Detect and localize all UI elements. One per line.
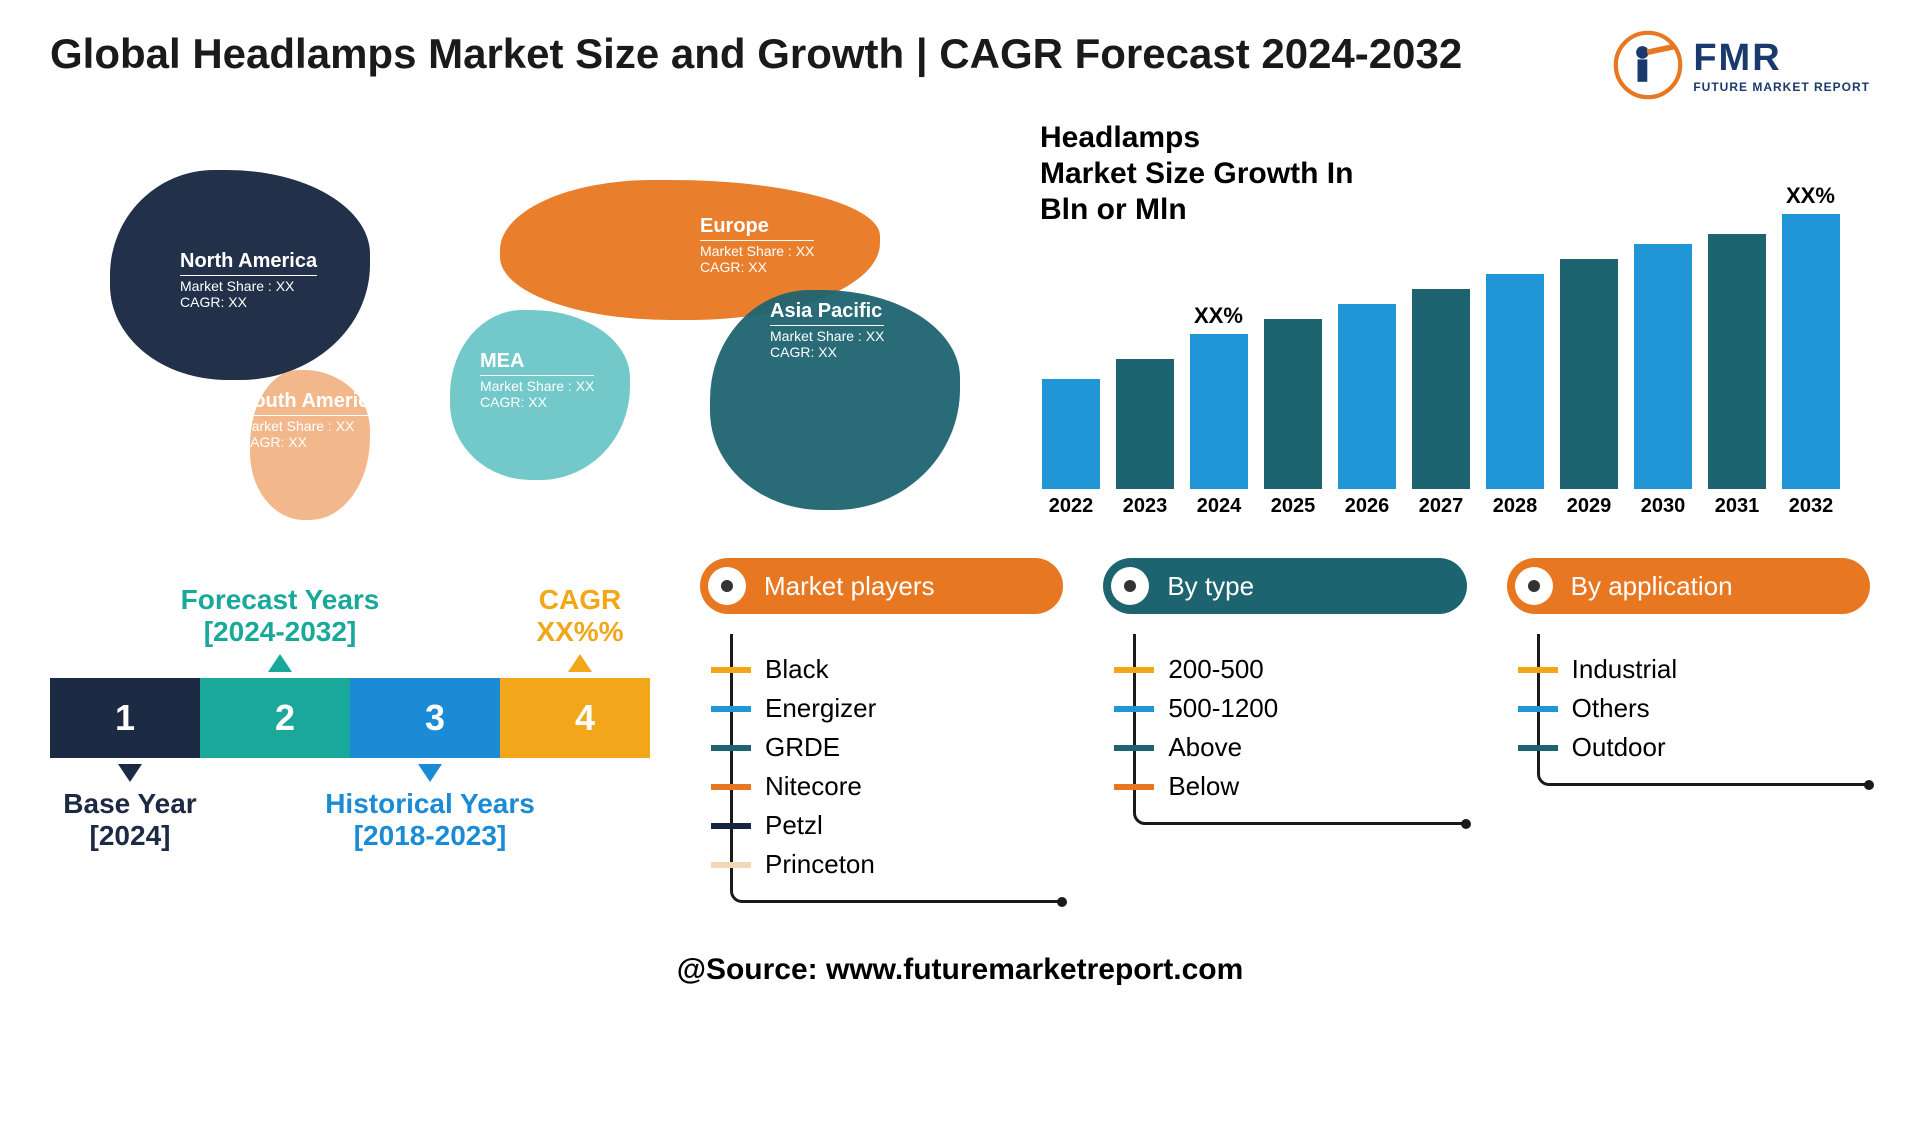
spyglass-person-icon (1613, 30, 1683, 100)
growth-bar-chart: HeadlampsMarket Size Growth InBln or Mln… (1040, 120, 1870, 518)
timeline-seg-3: 3 (350, 678, 500, 758)
timeline-seg-4: 4 (500, 678, 650, 758)
category-item: Industrial (1518, 654, 1870, 685)
years-timeline: Forecast Years[2024-2032]CAGRXX%%1234Bas… (50, 558, 670, 903)
bar-2026: 2026 (1336, 304, 1398, 518)
source-attribution: @Source: www.futuremarketreport.com (50, 953, 1870, 987)
bar-2027: 2027 (1410, 289, 1472, 518)
category-item: Petzl (711, 810, 1063, 841)
timeline-label-1: Base Year[2024] (20, 758, 240, 852)
region-info-asia-pacific: Asia PacificMarket Share : XXCAGR: XX (770, 300, 884, 360)
bar-2029: 2029 (1558, 259, 1620, 518)
page-title: Global Headlamps Market Size and Growth … (50, 30, 1462, 78)
region-info-south-america: South AmericaMarket Share : XXCAGR: XX (240, 390, 380, 450)
timeline-label-3: Historical Years[2018-2023] (320, 758, 540, 852)
region-info-europe: EuropeMarket Share : XXCAGR: XX (700, 215, 814, 275)
pct-label: XX% (1194, 303, 1243, 329)
category-by-type: By type 200-500 500-1200 Above Below (1103, 558, 1466, 903)
bar-2031: 2031 (1706, 234, 1768, 518)
logo-text-big: FMR (1693, 37, 1870, 80)
bar-2028: 2028 (1484, 274, 1546, 518)
bar-2023: 2023 (1114, 359, 1176, 518)
category-header: By application (1507, 558, 1870, 614)
chart-title: HeadlampsMarket Size Growth InBln or Mln (1040, 120, 1870, 228)
category-header: By type (1103, 558, 1466, 614)
bar-2025: 2025 (1262, 319, 1324, 518)
bar-2032: 2032 (1780, 214, 1842, 518)
category-item: Others (1518, 693, 1870, 724)
category-market-players: Market players Black Energizer GRDE Nitecore… (700, 558, 1063, 903)
pct-label: XX% (1786, 183, 1835, 209)
logo-text-small: FUTURE MARKET REPORT (1693, 80, 1870, 94)
category-header: Market players (700, 558, 1063, 614)
bar-2024: 2024 (1188, 334, 1250, 518)
category-item: 200-500 (1114, 654, 1466, 685)
category-item: Princeton (711, 849, 1063, 880)
category-item: Energizer (711, 693, 1063, 724)
timeline-label-4: CAGRXX%% (470, 584, 690, 678)
category-item: Black (711, 654, 1063, 685)
region-info-north-america: North AmericaMarket Share : XXCAGR: XX (180, 250, 317, 310)
region-info-mea: MEAMarket Share : XXCAGR: XX (480, 350, 594, 410)
timeline-seg-2: 2 (200, 678, 350, 758)
timeline-label-2: Forecast Years[2024-2032] (170, 584, 390, 678)
world-map-regions: North AmericaMarket Share : XXCAGR: XX So… (50, 120, 1010, 510)
category-item: GRDE (711, 732, 1063, 763)
bar-2030: 2030 (1632, 244, 1694, 518)
timeline-seg-1: 1 (50, 678, 200, 758)
category-item: 500-1200 (1114, 693, 1466, 724)
fmr-logo: FMR FUTURE MARKET REPORT (1613, 30, 1870, 100)
category-by-application: By application Industrial Others Outdoor (1507, 558, 1870, 903)
category-item: Outdoor (1518, 732, 1870, 763)
category-item: Above (1114, 732, 1466, 763)
category-item: Below (1114, 771, 1466, 802)
category-item: Nitecore (711, 771, 1063, 802)
bar-2022: 2022 (1040, 379, 1102, 518)
